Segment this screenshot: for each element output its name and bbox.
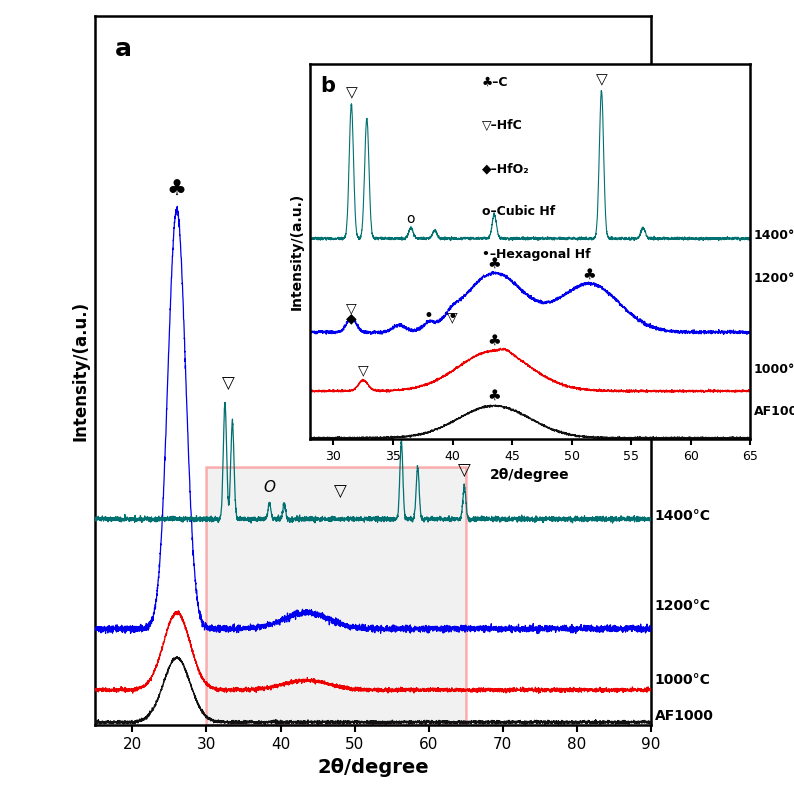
Text: AF1000: AF1000 [655,708,714,723]
Text: ♣: ♣ [488,388,501,403]
Text: ◆–HfO₂: ◆–HfO₂ [481,162,529,175]
Text: o: o [407,213,415,226]
Text: ▽: ▽ [358,364,368,377]
Bar [206,467,466,725]
Text: ♣: ♣ [583,266,596,281]
Text: ▽: ▽ [222,376,234,393]
Text: ▽: ▽ [596,73,607,87]
Text: AF1000: AF1000 [754,405,794,418]
Text: •: • [424,308,434,326]
Text: a: a [114,37,132,61]
X-axis label: 2θ/degree: 2θ/degree [318,758,429,777]
Text: •: • [448,309,457,326]
Text: 1000°C: 1000°C [655,673,711,688]
Text: •–Hexagonal Hf: •–Hexagonal Hf [481,248,590,261]
Text: ◆: ◆ [346,311,357,326]
Text: ♣: ♣ [488,333,501,348]
Text: ▽: ▽ [333,483,346,501]
X-axis label: 2θ/degree: 2θ/degree [490,468,570,482]
Y-axis label: Intensity/(a.u.): Intensity/(a.u.) [290,193,304,310]
Text: ▽: ▽ [345,85,357,101]
Text: 1000°C: 1000°C [754,364,794,376]
Text: 1200°C: 1200°C [754,272,794,285]
Text: ▽: ▽ [447,310,458,324]
Text: ▽: ▽ [395,418,408,435]
Text: O: O [264,480,276,495]
Text: ▽: ▽ [458,463,471,480]
Text: 1200°C: 1200°C [655,599,711,613]
Text: ♣–C: ♣–C [481,76,508,89]
Text: ♣: ♣ [167,180,187,200]
Text: b: b [321,76,336,96]
Text: ▽–HfC: ▽–HfC [481,118,522,132]
Text: ♣: ♣ [488,256,501,271]
Text: 1400°C: 1400°C [655,509,711,523]
Text: 1400°C: 1400°C [754,230,794,243]
Y-axis label: Intensity/(a.u.): Intensity/(a.u.) [71,301,90,441]
Text: ▽: ▽ [346,301,357,315]
Text: o–Cubic Hf: o–Cubic Hf [481,205,555,218]
